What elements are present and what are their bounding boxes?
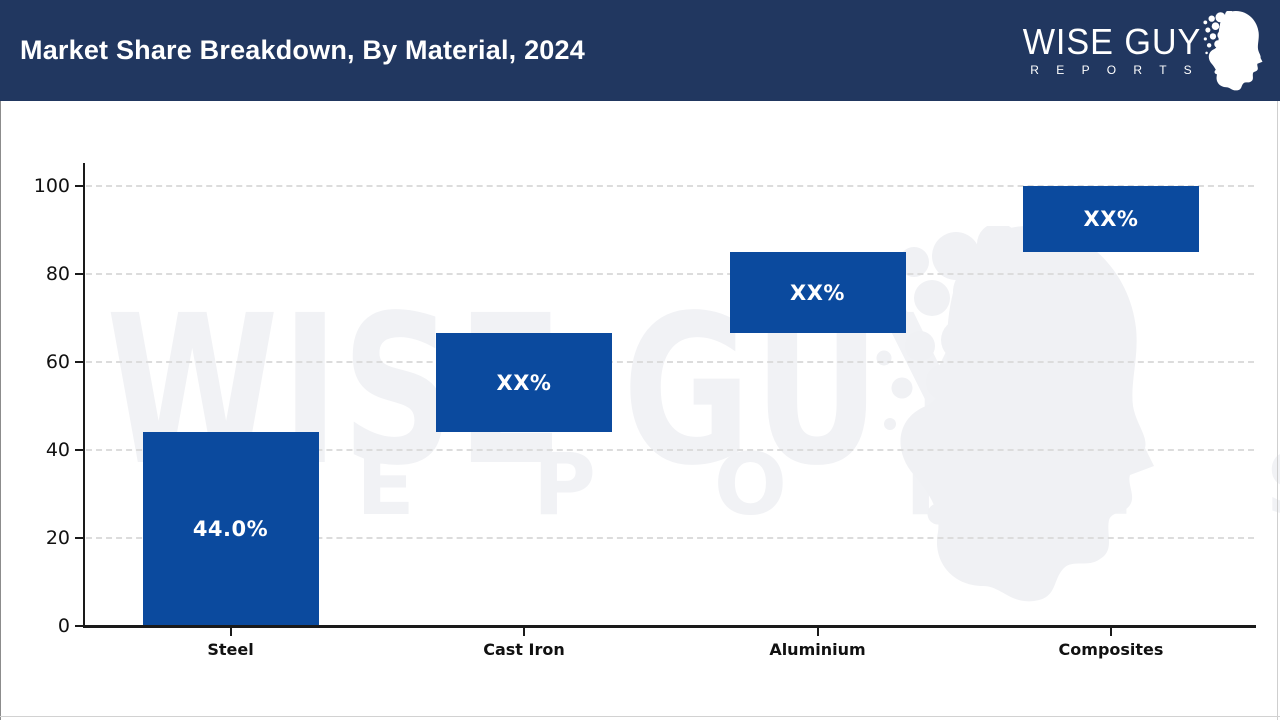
x-tick-cast-iron [523,628,525,636]
bar-label-steel: 44.0% [192,517,269,542]
left-edge-line [0,0,1,720]
bar-aluminium: XX% [729,252,906,334]
bar-composites: XX% [1023,186,1199,252]
gridline-40 [86,449,1254,451]
y-tick-label-40: 40 [45,439,70,461]
page-title: Market Share Breakdown, By Material, 202… [20,35,585,65]
x-label-steel: Steel [207,640,254,659]
bottom-edge-line [0,716,1280,717]
y-tick-0 [75,625,83,627]
watermark-dotted-head [875,226,1154,602]
y-tick-label-100: 100 [33,175,70,197]
y-tick-80 [75,273,83,275]
right-edge-line [1277,0,1278,720]
x-axis-spine [83,625,1256,628]
gridline-20 [86,537,1254,539]
bar-label-aluminium: XX% [790,280,845,305]
x-label-cast-iron: Cast Iron [483,640,565,659]
logo-subtitle: R E P O R T S [1030,63,1199,77]
bar-label-cast-iron: XX% [496,370,552,395]
logo-text: WISE GUY R E P O R T S [1018,21,1206,78]
x-tick-aluminium [816,628,819,636]
x-tick-composites [1110,628,1112,636]
gridline-60 [86,361,1254,363]
gridline-80 [86,273,1254,275]
y-axis-spine [83,163,85,628]
header-bar: Market Share Breakdown, By Material, 202… [0,0,1280,101]
y-tick-60 [75,361,83,363]
dotted-head-icon [1203,10,1263,90]
bar-label-composites: XX% [1083,207,1139,231]
y-tick-label-20: 20 [45,527,70,549]
x-label-aluminium: Aluminium [769,640,866,659]
y-tick-label-60: 60 [45,351,70,373]
x-tick-steel [229,628,232,636]
y-tick-40 [75,449,83,451]
y-tick-label-80: 80 [45,263,70,285]
y-tick-20 [75,537,83,539]
wise-guy-reports-logo: WISE GUY R E P O R T S [1018,10,1264,91]
gridline-100 [86,185,1254,187]
y-tick-label-0: 0 [57,615,70,637]
bar-steel: 44.0% [142,432,319,626]
logo-wordmark: WISE GUY [1022,21,1202,62]
y-tick-100 [75,185,83,187]
x-label-composites: Composites [1058,640,1164,659]
bar-cast-iron: XX% [436,333,612,433]
